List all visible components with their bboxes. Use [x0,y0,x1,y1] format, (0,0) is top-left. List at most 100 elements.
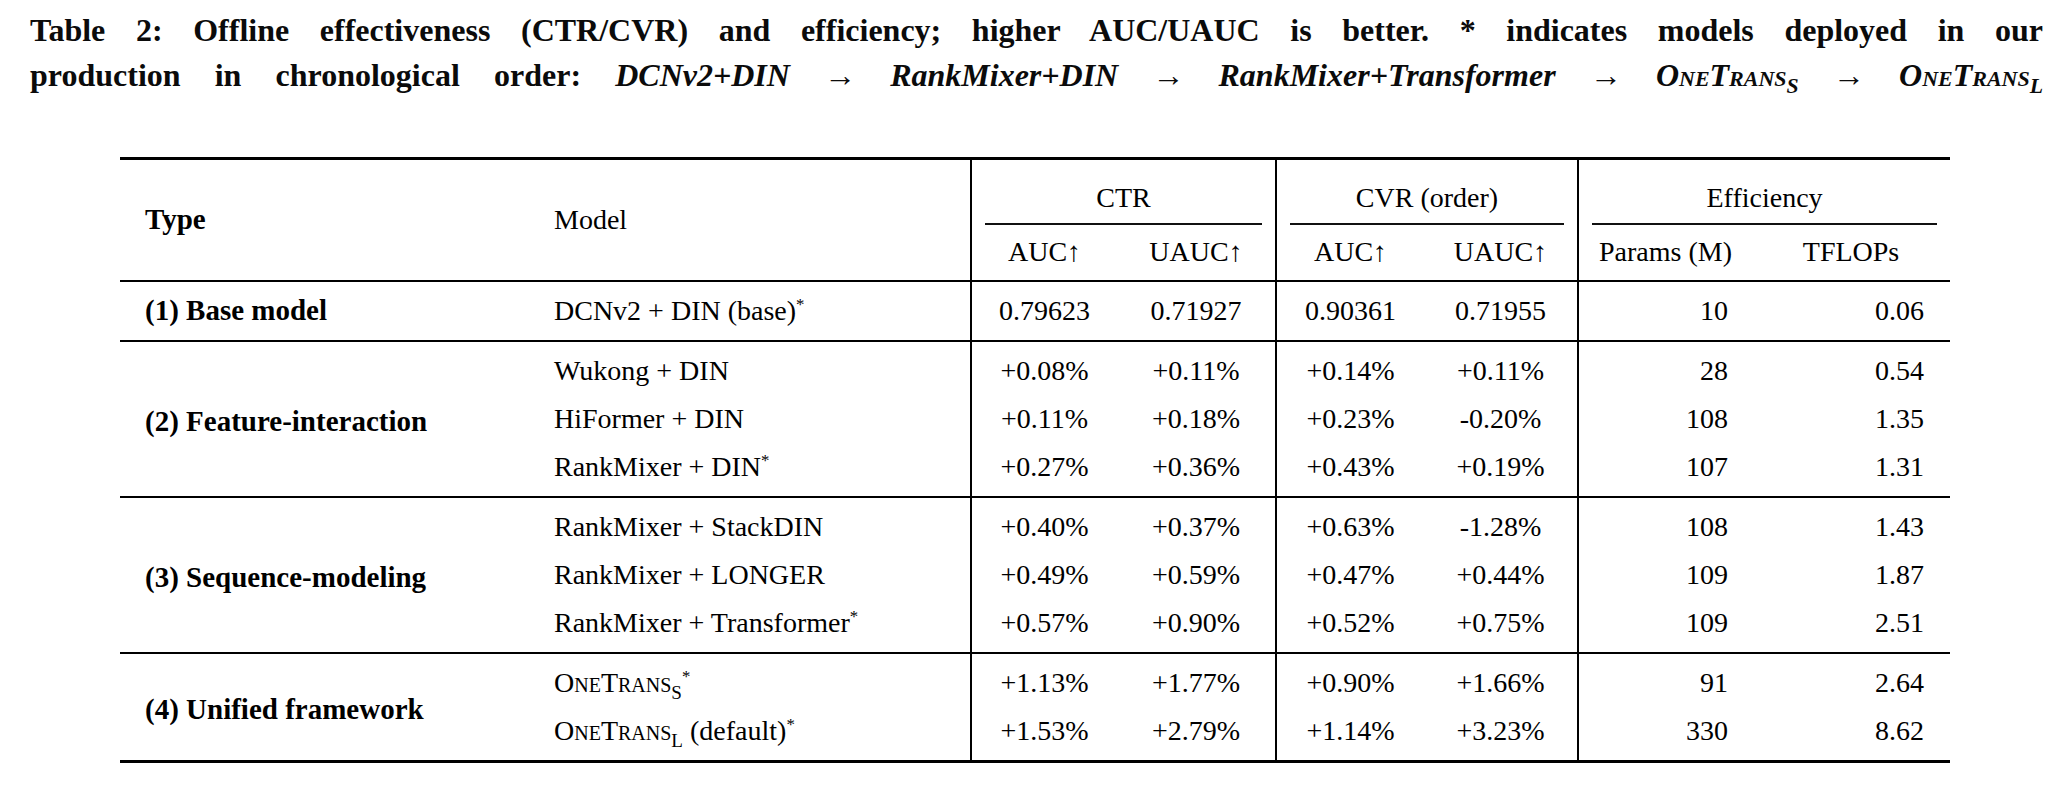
model-cell: DCNv2 + DIN (base)* [530,281,971,341]
caption-line-1: Table 2: Offline effectiveness (CTR/CVR)… [30,8,2043,53]
cvr-uauc-cell: -1.28% [1424,497,1578,551]
model-name-text: RankMixer+Transformer [1219,57,1556,93]
ctr-uauc-cell: +0.18% [1117,395,1276,443]
cvr-uauc-cell: +0.11% [1424,341,1578,395]
cvr-uauc-cell: +0.75% [1424,599,1578,653]
table-row: (3) Sequence-modelingRankMixer + StackDI… [120,497,1950,551]
tflops-cell: 1.43 [1752,497,1950,551]
params-m-cell: 330 [1578,707,1752,762]
cvr-uauc-cell: +1.66% [1424,653,1578,707]
ctr-uauc-cell: +0.37% [1117,497,1276,551]
model-cell: OneTransL (default)* [530,707,971,762]
tflops-cell: 2.51 [1752,599,1950,653]
type-cell: (1) Base model [120,281,530,341]
ctr-uauc-cell: +0.59% [1117,551,1276,599]
model-cell: RankMixer + Transformer* [530,599,971,653]
params-m-cell: 108 [1578,497,1752,551]
col-header-cvr-uauc: UAUC↑ [1424,225,1578,281]
model-name-text: DCNv2+DIN [615,57,790,93]
model-name-text: RankMixer+DIN [890,57,1118,93]
ctr-uauc-cell: +2.79% [1117,707,1276,762]
params-m-cell: 10 [1578,281,1752,341]
model-cell: RankMixer + DIN* [530,443,971,497]
model-name-text: OneTrans [554,667,671,698]
ctr-auc-cell: +0.49% [971,551,1117,599]
type-cell: (2) Feature-interaction [120,341,530,497]
tflops-cell: 1.31 [1752,443,1950,497]
model-cell: RankMixer + StackDIN [530,497,971,551]
cvr-uauc-cell: -0.20% [1424,395,1578,443]
model-name-text: OneTrans [554,715,671,746]
type-cell: (3) Sequence-modeling [120,497,530,653]
group-label-cvr: CVR (order) [1277,182,1577,223]
cvr-uauc-cell: 0.71955 [1424,281,1578,341]
caption-line-2-prefix: production in chronological order: [30,57,615,93]
params-m-cell: 28 [1578,341,1752,395]
params-m-cell: 109 [1578,551,1752,599]
col-header-model: Model [530,159,971,281]
cvr-uauc-cell: +0.44% [1424,551,1578,599]
table-caption: Table 2: Offline effectiveness (CTR/CVR)… [30,8,2043,98]
col-header-cvr-auc: AUC↑ [1276,225,1424,281]
col-header-tflops: TFLOPs [1752,225,1950,281]
cvr-auc-cell: +0.47% [1276,551,1424,599]
model-name-text: Wukong + DIN [554,355,729,386]
model-cell: OneTransS* [530,653,971,707]
cvr-auc-cell: +0.63% [1276,497,1424,551]
model-name-text: RankMixer + Transformer [554,607,850,638]
cvr-auc-cell: +0.23% [1276,395,1424,443]
tflops-cell: 0.54 [1752,341,1950,395]
paper-page: Table 2: Offline effectiveness (CTR/CVR)… [0,0,2067,795]
caption-chain: DCNv2+DIN → RankMixer+DIN → RankMixer+Tr… [615,57,2043,93]
ctr-uauc-cell: +0.36% [1117,443,1276,497]
group-header-ctr: CTR [971,159,1276,225]
model-name-text: RankMixer + StackDIN [554,511,823,542]
col-header-ctr-auc: AUC↑ [971,225,1117,281]
model-name-text: RankMixer + DIN [554,451,761,482]
model-cell: HiFormer + DIN [530,395,971,443]
model-cell: Wukong + DIN [530,341,971,395]
cvr-auc-cell: +0.43% [1276,443,1424,497]
model-cell: RankMixer + LONGER [530,551,971,599]
model-name-text: OneTrans [1656,57,1787,93]
tflops-cell: 2.64 [1752,653,1950,707]
cvr-auc-cell: +0.90% [1276,653,1424,707]
model-name-text: OneTrans [1899,57,2030,93]
caption-line-2: production in chronological order: DCNv2… [30,53,2043,98]
tflops-cell: 1.35 [1752,395,1950,443]
ctr-uauc-cell: +1.77% [1117,653,1276,707]
ctr-auc-cell: +1.13% [971,653,1117,707]
ctr-auc-cell: +0.08% [971,341,1117,395]
params-m-cell: 109 [1578,599,1752,653]
cvr-uauc-cell: +0.19% [1424,443,1578,497]
params-m-cell: 107 [1578,443,1752,497]
group-label-efficiency: Efficiency [1579,182,1950,223]
ctr-uauc-cell: 0.71927 [1117,281,1276,341]
table-body: (1) Base modelDCNv2 + DIN (base)*0.79623… [120,281,1950,762]
tflops-cell: 0.06 [1752,281,1950,341]
table-row: (2) Feature-interactionWukong + DIN+0.08… [120,341,1950,395]
ctr-auc-cell: +0.11% [971,395,1117,443]
model-name-text: DCNv2 + DIN (base) [554,295,796,326]
results-table: Type Model CTR CVR (order) Efficiency AU… [120,157,1950,763]
cvr-uauc-cell: +3.23% [1424,707,1578,762]
cvr-auc-cell: 0.90361 [1276,281,1424,341]
cvr-auc-cell: +0.52% [1276,599,1424,653]
tflops-cell: 1.87 [1752,551,1950,599]
group-label-ctr: CTR [972,182,1275,223]
cvr-auc-cell: +0.14% [1276,341,1424,395]
ctr-auc-cell: +0.57% [971,599,1117,653]
tflops-cell: 8.62 [1752,707,1950,762]
ctr-auc-cell: +1.53% [971,707,1117,762]
table-row: (1) Base modelDCNv2 + DIN (base)*0.79623… [120,281,1950,341]
col-header-type: Type [120,159,530,281]
col-header-ctr-uauc: UAUC↑ [1117,225,1276,281]
header-group-row: Type Model CTR CVR (order) Efficiency [120,159,1950,225]
ctr-auc-cell: +0.40% [971,497,1117,551]
ctr-uauc-cell: +0.11% [1117,341,1276,395]
type-cell: (4) Unified framework [120,653,530,762]
params-m-cell: 108 [1578,395,1752,443]
cvr-auc-cell: +1.14% [1276,707,1424,762]
group-header-cvr: CVR (order) [1276,159,1578,225]
ctr-auc-cell: +0.27% [971,443,1117,497]
